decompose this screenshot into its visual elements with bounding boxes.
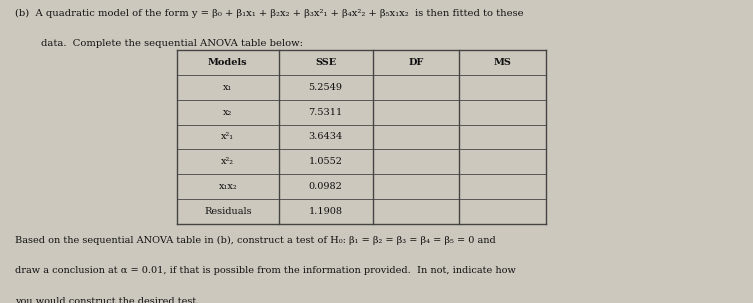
Text: x²₁: x²₁ xyxy=(221,132,234,142)
Text: x₁: x₁ xyxy=(223,83,233,92)
Text: 7.5311: 7.5311 xyxy=(309,108,343,117)
Text: x₂: x₂ xyxy=(223,108,233,117)
Text: x²₂: x²₂ xyxy=(221,157,234,166)
Text: draw a conclusion at α = 0.01, if that is possible from the information provided: draw a conclusion at α = 0.01, if that i… xyxy=(15,266,516,275)
Text: SSE: SSE xyxy=(315,58,337,67)
Text: Based on the sequential ANOVA table in (b), construct a test of H₀: β₁ = β₂ = β₃: Based on the sequential ANOVA table in (… xyxy=(15,236,495,245)
Text: 0.0982: 0.0982 xyxy=(309,182,343,191)
Text: Residuals: Residuals xyxy=(204,207,252,216)
Text: 3.6434: 3.6434 xyxy=(309,132,343,142)
Text: DF: DF xyxy=(408,58,424,67)
Text: data.  Complete the sequential ANOVA table below:: data. Complete the sequential ANOVA tabl… xyxy=(41,39,303,48)
Text: (b)  A quadratic model of the form y = β₀ + β₁x₁ + β₂x₂ + β₃x²₁ + β₄x²₂ + β₅x₁x₂: (b) A quadratic model of the form y = β₀… xyxy=(15,9,523,18)
Text: Models: Models xyxy=(208,58,248,67)
Text: x₁x₂: x₁x₂ xyxy=(218,182,237,191)
Text: 1.1908: 1.1908 xyxy=(309,207,343,216)
Text: MS: MS xyxy=(494,58,511,67)
Text: you would construct the desired test.: you would construct the desired test. xyxy=(15,297,200,303)
Text: 5.2549: 5.2549 xyxy=(309,83,343,92)
Text: 1.0552: 1.0552 xyxy=(309,157,343,166)
